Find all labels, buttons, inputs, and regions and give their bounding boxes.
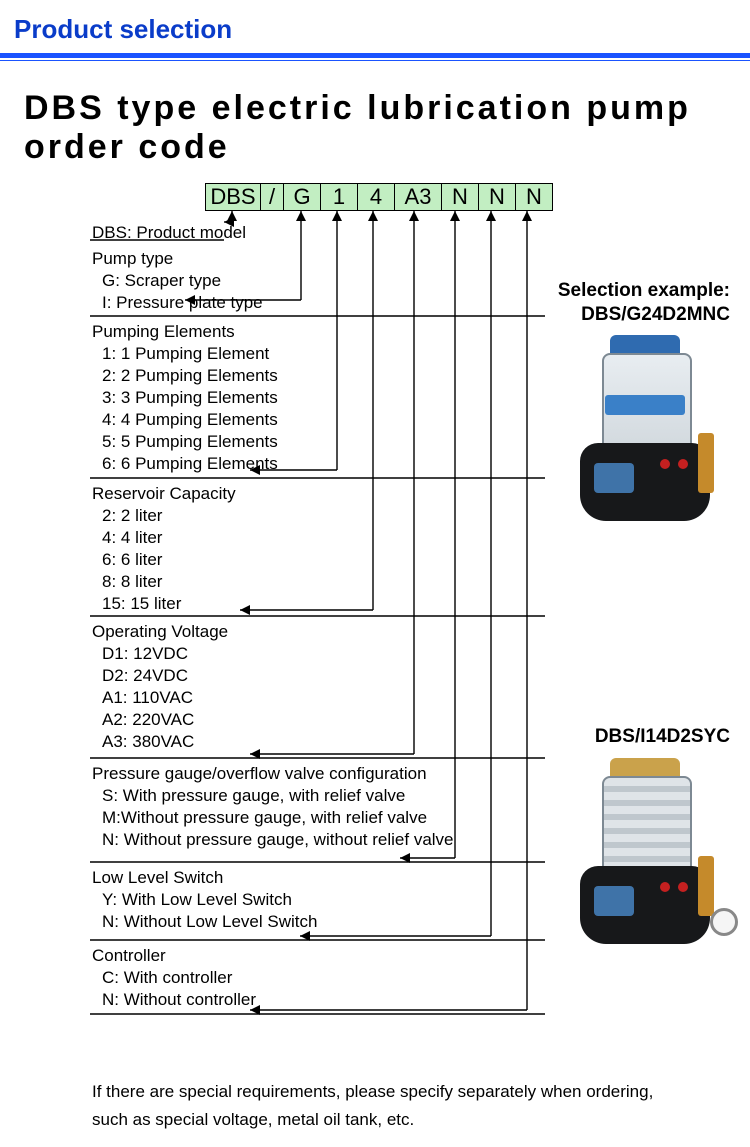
example-label: Selection example: — [558, 280, 730, 302]
block-gauge-title: Pressure gauge/overflow valve configurat… — [92, 763, 454, 785]
block-elements: Pumping Elements 1: 1 Pumping Element 2:… — [92, 321, 278, 475]
block-voltage-item: D1: 12VDC — [92, 643, 228, 665]
block-elements-title: Pumping Elements — [92, 321, 278, 343]
block-pumptype-title: Pump type — [92, 248, 263, 270]
block-model: DBS: Product model — [92, 222, 246, 244]
block-reservoir-item: 8: 8 liter — [92, 571, 236, 593]
block-pumptype-item: I: Pressure plate type — [92, 292, 263, 314]
block-elements-item: 6: 6 Pumping Elements — [92, 453, 278, 475]
code-cell-model: DBS — [205, 183, 260, 211]
block-elements-item: 2: 2 Pumping Elements — [92, 365, 278, 387]
block-reservoir-item: 6: 6 liter — [92, 549, 236, 571]
code-cell-reservoir: 4 — [357, 183, 394, 211]
page-title: DBS type electric lubrication pump order… — [0, 89, 750, 175]
block-controller: Controller C: With controller N: Without… — [92, 945, 256, 1011]
code-cell-lowlevel: N — [478, 183, 515, 211]
footnote-line: If there are special requirements, pleas… — [92, 1078, 732, 1106]
code-cell-gauge: N — [441, 183, 478, 211]
block-reservoir: Reservoir Capacity 2: 2 liter 4: 4 liter… — [92, 483, 236, 615]
block-gauge-item: N: Without pressure gauge, without relie… — [92, 829, 454, 851]
block-voltage-item: A3: 380VAC — [92, 731, 228, 753]
code-cell-voltage: A3 — [394, 183, 441, 211]
section-title: Product selection — [0, 0, 750, 53]
block-elements-item: 3: 3 Pumping Elements — [92, 387, 278, 409]
block-controller-item: C: With controller — [92, 967, 256, 989]
block-gauge-item: S: With pressure gauge, with relief valv… — [92, 785, 454, 807]
footnote-line: such as special voltage, metal oil tank,… — [92, 1106, 732, 1134]
product-image-2 — [560, 758, 730, 958]
block-gauge: Pressure gauge/overflow valve configurat… — [92, 763, 454, 851]
block-voltage: Operating Voltage D1: 12VDC D2: 24VDC A1… — [92, 621, 228, 753]
section-rule-thick — [0, 53, 750, 58]
code-cell-controller: N — [515, 183, 553, 211]
block-controller-title: Controller — [92, 945, 256, 967]
block-reservoir-item: 15: 15 liter — [92, 593, 236, 615]
block-elements-item: 5: 5 Pumping Elements — [92, 431, 278, 453]
block-lowlevel: Low Level Switch Y: With Low Level Switc… — [92, 867, 317, 933]
block-reservoir-item: 2: 2 liter — [92, 505, 236, 527]
block-voltage-item: A1: 110VAC — [92, 687, 228, 709]
block-elements-item: 1: 1 Pumping Element — [92, 343, 278, 365]
block-reservoir-title: Reservoir Capacity — [92, 483, 236, 505]
block-voltage-title: Operating Voltage — [92, 621, 228, 643]
code-cell-elements: 1 — [320, 183, 357, 211]
block-controller-item: N: Without controller — [92, 989, 256, 1011]
order-code-row: DBS / G 1 4 A3 N N N — [205, 183, 553, 211]
block-pumptype-item: G: Scraper type — [92, 270, 263, 292]
block-elements-item: 4: 4 Pumping Elements — [92, 409, 278, 431]
code-cell-slash: / — [260, 183, 283, 211]
block-lowlevel-item: Y: With Low Level Switch — [92, 889, 317, 911]
example-code-1: DBS/G24D2MNC — [581, 304, 730, 326]
product-image-1 — [560, 335, 730, 535]
block-voltage-item: A2: 220VAC — [92, 709, 228, 731]
example-code-2: DBS/I14D2SYC — [595, 726, 730, 748]
block-model-title: DBS: Product model — [92, 222, 246, 244]
block-gauge-item: M:Without pressure gauge, with relief va… — [92, 807, 454, 829]
block-voltage-item: D2: 24VDC — [92, 665, 228, 687]
footnote: If there are special requirements, pleas… — [92, 1078, 732, 1134]
code-cell-pumptype: G — [283, 183, 320, 211]
block-lowlevel-item: N: Without Low Level Switch — [92, 911, 317, 933]
block-pumptype: Pump type G: Scraper type I: Pressure pl… — [92, 248, 263, 314]
section-rule-thin — [0, 60, 750, 61]
block-reservoir-item: 4: 4 liter — [92, 527, 236, 549]
block-lowlevel-title: Low Level Switch — [92, 867, 317, 889]
